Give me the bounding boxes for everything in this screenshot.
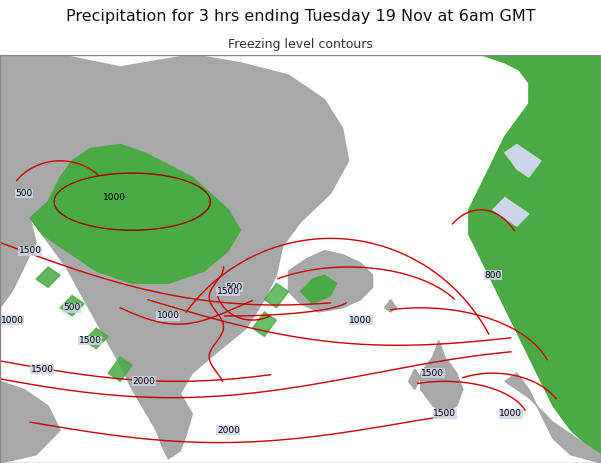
- Text: 500: 500: [16, 189, 32, 198]
- Text: 800: 800: [484, 271, 501, 280]
- Text: 500: 500: [64, 303, 81, 313]
- Text: 1500: 1500: [421, 369, 444, 378]
- Polygon shape: [288, 250, 373, 312]
- Polygon shape: [30, 144, 240, 283]
- Polygon shape: [264, 283, 288, 308]
- Text: Freezing level contours: Freezing level contours: [228, 38, 373, 51]
- Text: 2000: 2000: [217, 426, 240, 435]
- Text: 1500: 1500: [19, 246, 41, 255]
- Text: Precipitation for 3 hrs ending Tuesday 19 Nov at 6am GMT: Precipitation for 3 hrs ending Tuesday 1…: [66, 9, 535, 24]
- Text: 1000: 1000: [103, 193, 126, 202]
- Text: 1000: 1000: [1, 316, 23, 325]
- Polygon shape: [505, 144, 541, 177]
- Polygon shape: [0, 55, 36, 185]
- Polygon shape: [0, 169, 60, 463]
- Polygon shape: [529, 95, 565, 116]
- Text: 1500: 1500: [79, 336, 102, 345]
- Polygon shape: [409, 369, 421, 389]
- Polygon shape: [385, 300, 397, 312]
- Polygon shape: [252, 312, 276, 337]
- Text: 500: 500: [226, 283, 243, 292]
- Text: 1500: 1500: [217, 287, 240, 296]
- Polygon shape: [144, 394, 192, 459]
- Polygon shape: [84, 328, 108, 349]
- Text: 2000: 2000: [133, 377, 156, 386]
- Polygon shape: [421, 340, 463, 414]
- Text: 1500: 1500: [31, 364, 53, 374]
- Polygon shape: [469, 55, 601, 455]
- Polygon shape: [60, 295, 84, 316]
- Polygon shape: [505, 373, 601, 463]
- Polygon shape: [240, 194, 252, 202]
- Text: 1000: 1000: [349, 316, 372, 325]
- Polygon shape: [481, 55, 601, 88]
- Polygon shape: [300, 275, 337, 304]
- Polygon shape: [493, 198, 529, 226]
- Polygon shape: [36, 267, 60, 288]
- Polygon shape: [108, 357, 132, 382]
- Polygon shape: [0, 55, 349, 418]
- Text: 1500: 1500: [433, 409, 456, 419]
- Text: 1000: 1000: [499, 409, 522, 419]
- Text: 1000: 1000: [157, 312, 180, 320]
